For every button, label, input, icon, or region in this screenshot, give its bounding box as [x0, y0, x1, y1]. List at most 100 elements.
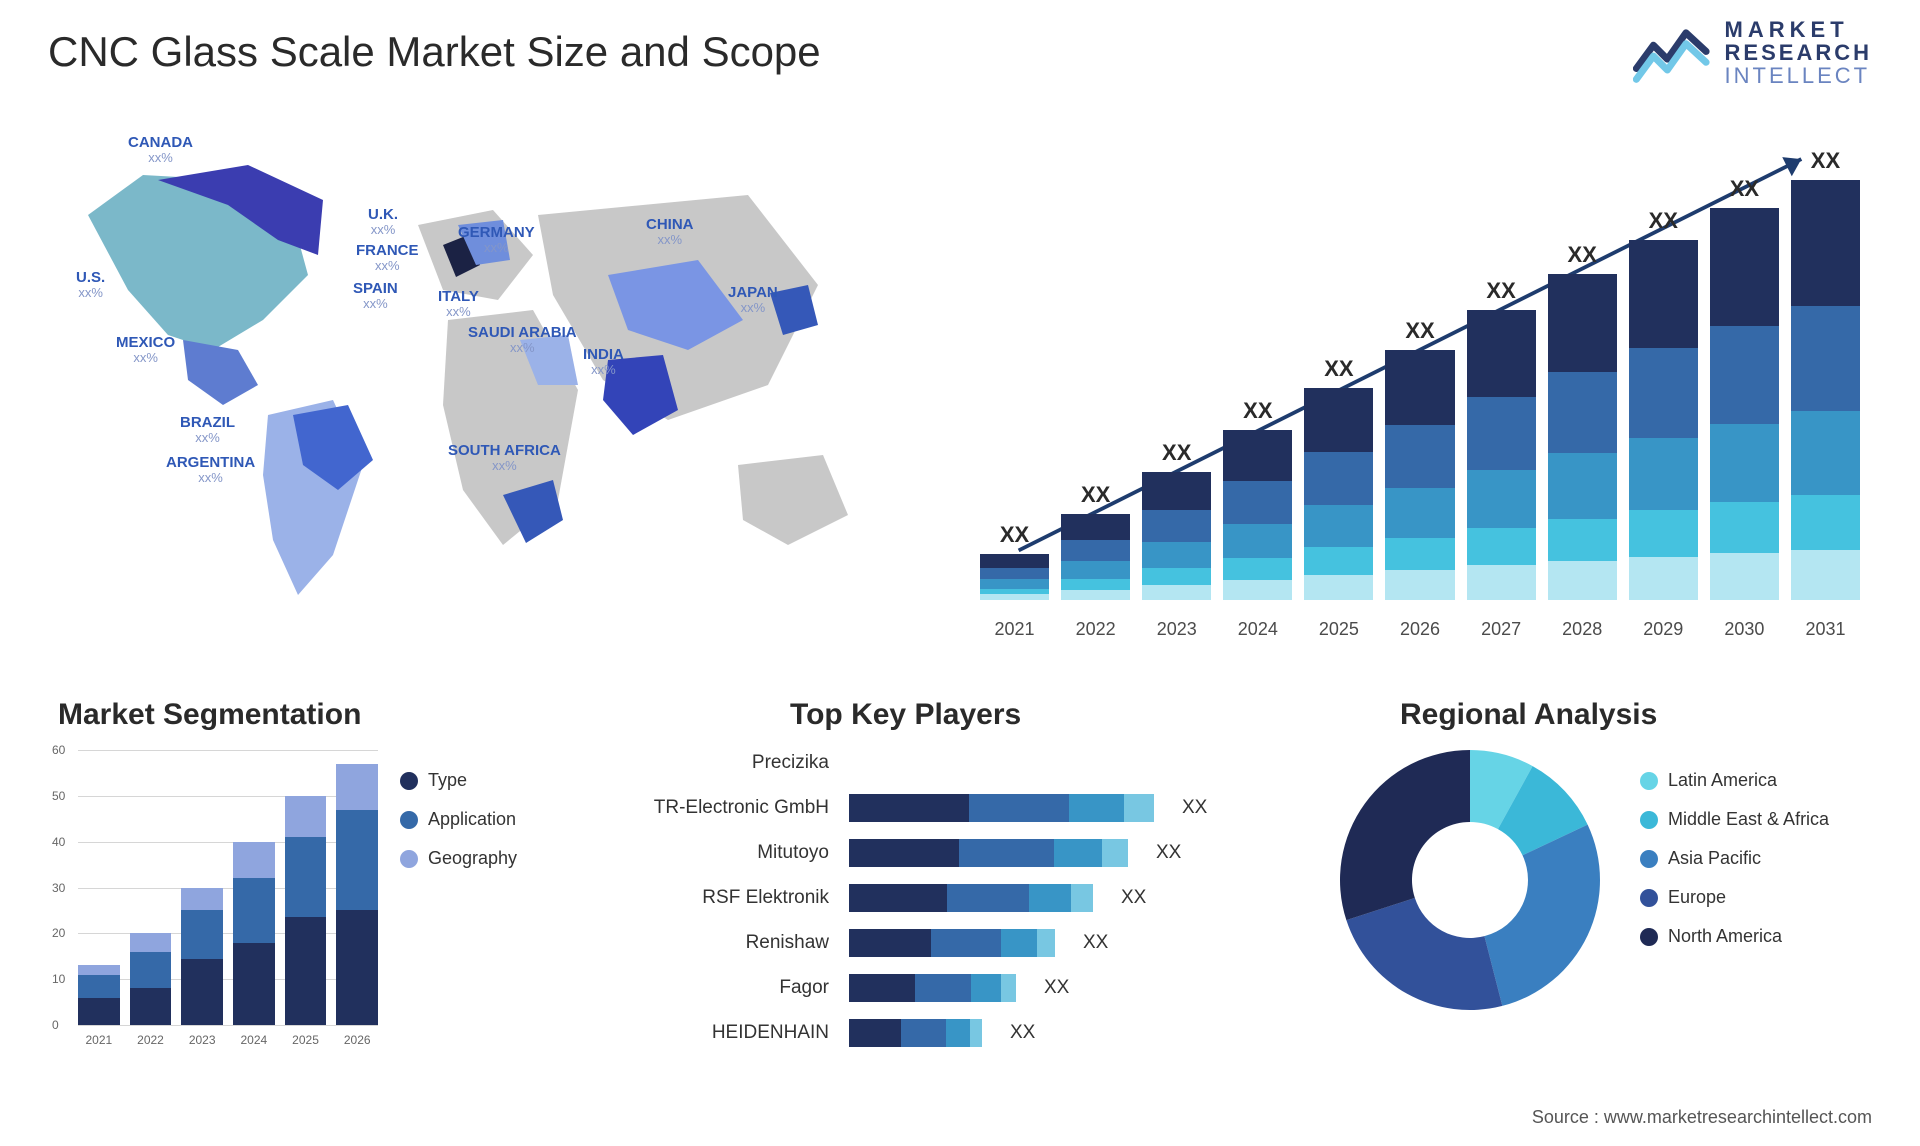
seg-bar — [130, 933, 172, 1025]
seg-bar-segment — [181, 910, 223, 958]
kp-bar-segment — [901, 1019, 946, 1047]
map-label: SOUTH AFRICAxx% — [448, 443, 561, 472]
legend-swatch — [400, 850, 418, 868]
kp-row: RSF ElektronikXX — [640, 875, 1280, 920]
seg-bar-segment — [78, 965, 120, 974]
bar-segment — [1385, 488, 1454, 538]
x-label: 2024 — [233, 1033, 275, 1047]
legend-swatch — [1640, 772, 1658, 790]
map-label: SPAINxx% — [353, 281, 398, 310]
x-label: 2022 — [1061, 619, 1130, 640]
legend-label: Type — [428, 770, 467, 791]
kp-bar-segment — [1069, 794, 1124, 822]
segmentation-legend: Type Application Geography — [400, 770, 580, 887]
x-label: 2026 — [1385, 619, 1454, 640]
bar-top-label: XX — [1568, 242, 1597, 268]
kp-row: HEIDENHAINXX — [640, 1010, 1280, 1055]
x-label: 2031 — [1791, 619, 1860, 640]
x-label: 2028 — [1548, 619, 1617, 640]
kp-bar — [849, 1019, 982, 1047]
kp-bar-segment — [849, 839, 959, 867]
bar-segment — [1791, 411, 1860, 495]
bar-segment — [980, 594, 1049, 600]
kp-bar-segment — [849, 794, 969, 822]
bar-segment — [1548, 372, 1617, 454]
kp-bar-segment — [970, 1019, 982, 1047]
x-label: 2025 — [285, 1033, 327, 1047]
bar-segment — [1142, 585, 1211, 600]
bar-segment — [1061, 540, 1130, 562]
kp-label: Mitutoyo — [640, 842, 835, 864]
legend-item: Asia Pacific — [1640, 848, 1880, 869]
kp-value: XX — [1182, 797, 1207, 819]
map-label: FRANCExx% — [356, 243, 419, 272]
bar-segment — [1385, 538, 1454, 571]
legend-item: North America — [1640, 926, 1880, 947]
legend-item: Europe — [1640, 887, 1880, 908]
seg-bar-segment — [181, 888, 223, 911]
legend-label: Asia Pacific — [1668, 848, 1761, 869]
kp-bar-segment — [849, 1019, 901, 1047]
legend-item: Latin America — [1640, 770, 1880, 791]
x-label: 2022 — [130, 1033, 172, 1047]
seg-bar-segment — [130, 988, 172, 1025]
bar-segment — [1548, 453, 1617, 518]
kp-label: Fagor — [640, 977, 835, 999]
bar-segment — [1223, 524, 1292, 558]
kp-bar-segment — [1124, 794, 1154, 822]
logo-line1: MARKET — [1725, 18, 1872, 41]
legend-item: Geography — [400, 848, 580, 869]
seg-bar-segment — [285, 917, 327, 1025]
kp-label: TR-Electronic GmbH — [640, 797, 835, 819]
bar-segment — [1467, 470, 1536, 528]
legend-item: Application — [400, 809, 580, 830]
kp-row: Fagor XX — [640, 965, 1280, 1010]
seg-bar-segment — [233, 842, 275, 879]
kp-value: XX — [1083, 932, 1108, 954]
legend-label: Middle East & Africa — [1668, 809, 1829, 830]
map-label: BRAZILxx% — [180, 415, 235, 444]
kp-bar-segment — [1029, 884, 1071, 912]
bar-top-label: XX — [1811, 148, 1840, 174]
legend-swatch — [1640, 811, 1658, 829]
kp-bar-segment — [849, 884, 947, 912]
bar-segment — [1467, 565, 1536, 600]
legend-label: North America — [1668, 926, 1782, 947]
donut-slice — [1484, 825, 1600, 1006]
bar-segment — [1548, 274, 1617, 372]
map-label: JAPANxx% — [728, 285, 778, 314]
map-label: CANADAxx% — [128, 135, 193, 164]
bar-segment — [1548, 519, 1617, 561]
kp-bar-segment — [1102, 839, 1128, 867]
bar-segment — [1061, 579, 1130, 590]
logo-line2: RESEARCH — [1725, 41, 1872, 64]
y-tick-label: 10 — [52, 972, 65, 986]
bar-segment — [1791, 495, 1860, 550]
bar-segment — [1304, 547, 1373, 575]
map-label: CHINAxx% — [646, 217, 694, 246]
y-tick-label: 20 — [52, 926, 65, 940]
kp-value: XX — [1044, 977, 1069, 999]
bar-segment — [1385, 350, 1454, 425]
bar-segment — [1467, 397, 1536, 470]
seg-bar-segment — [336, 764, 378, 810]
legend-label: Europe — [1668, 887, 1726, 908]
kp-label: RSF Elektronik — [640, 887, 835, 909]
seg-bar — [336, 764, 378, 1025]
bar-segment — [1142, 542, 1211, 568]
y-tick-label: 0 — [52, 1018, 59, 1032]
bar-segment — [1061, 590, 1130, 600]
map-label: MEXICOxx% — [116, 335, 175, 364]
kp-bar-segment — [1054, 839, 1102, 867]
bar-segment — [1629, 557, 1698, 600]
bar-segment — [1629, 348, 1698, 438]
seg-bar-segment — [233, 943, 275, 1026]
kp-bar — [849, 794, 1154, 822]
y-tick-label: 30 — [52, 881, 65, 895]
bar-segment — [1467, 528, 1536, 566]
brand-logo: MARKET RESEARCH INTELLECT — [1633, 18, 1872, 87]
seg-bar — [285, 796, 327, 1025]
bar-segment — [1142, 510, 1211, 542]
source-text: Source : www.marketresearchintellect.com — [1532, 1107, 1872, 1128]
bar-column: XX — [1548, 242, 1617, 600]
